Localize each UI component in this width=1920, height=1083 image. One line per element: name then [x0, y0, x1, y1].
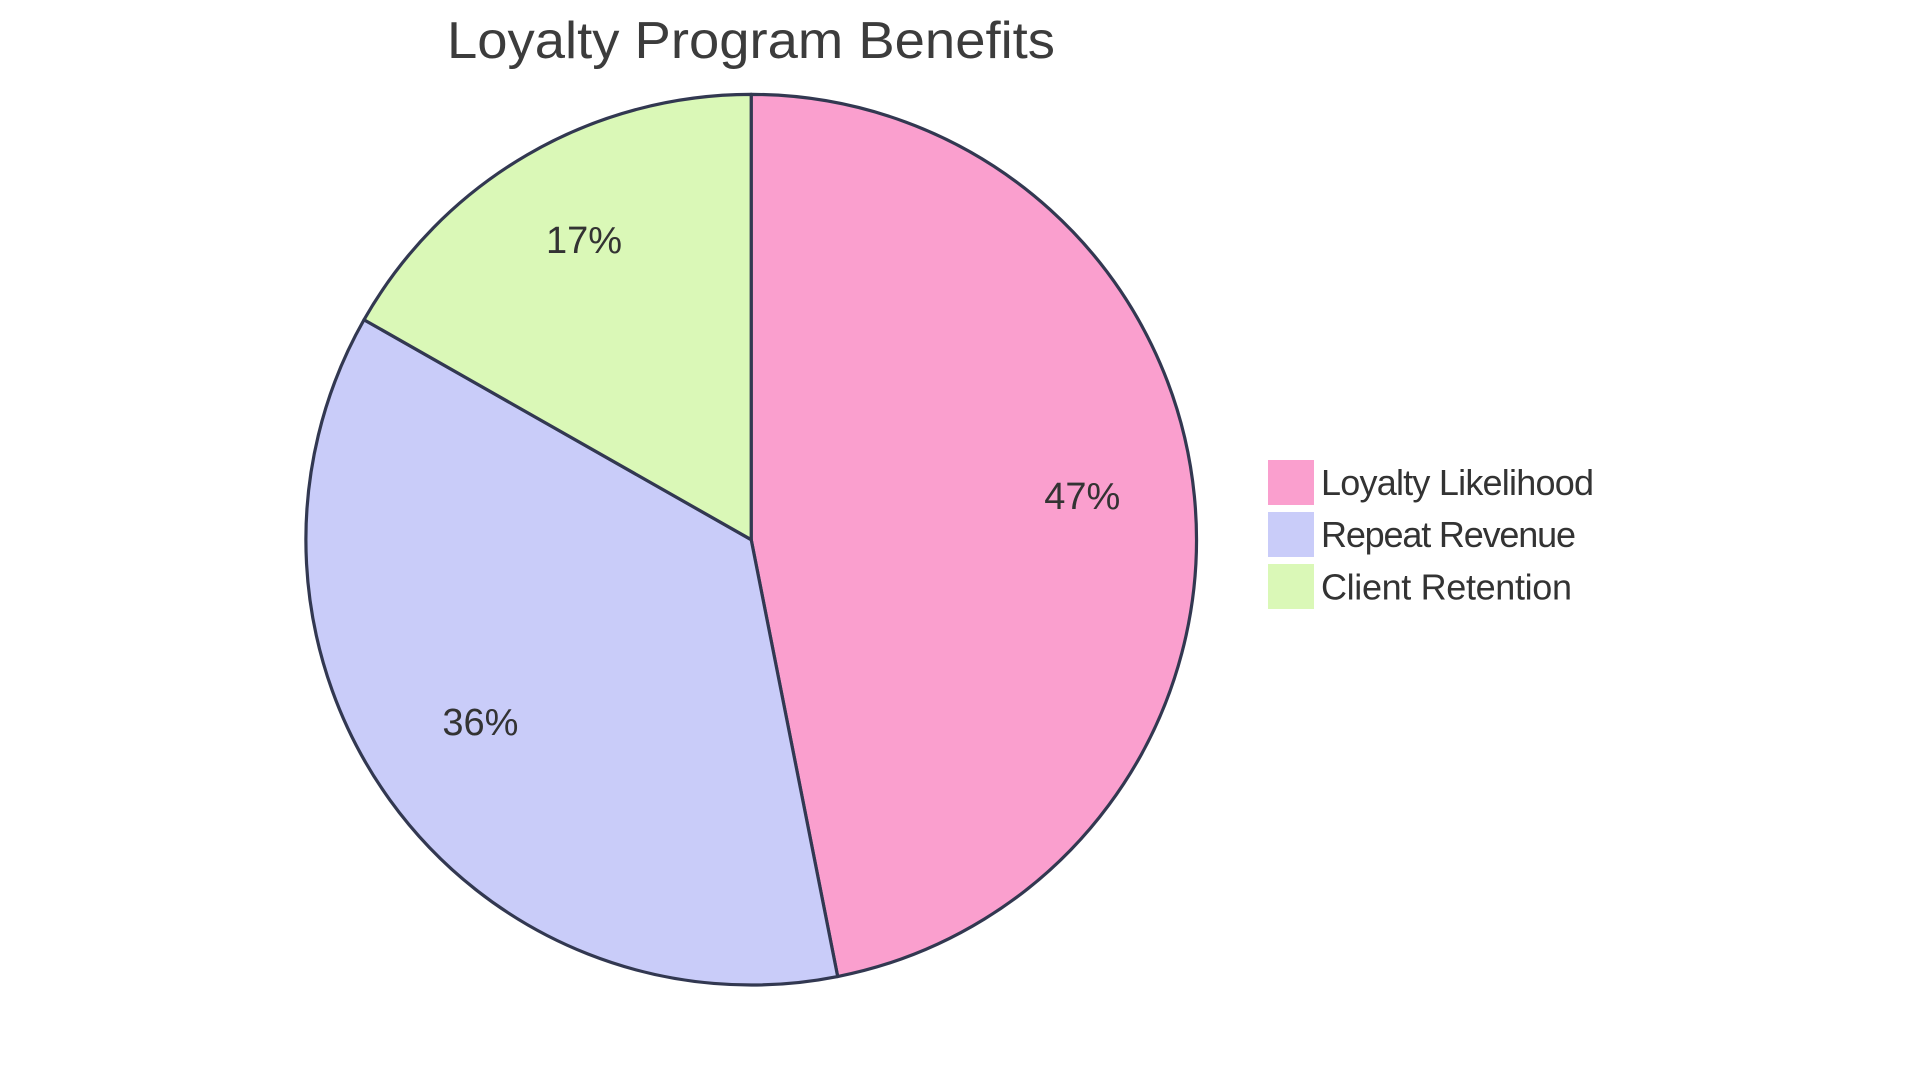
svg-text:Repeat Revenue: Repeat Revenue — [1321, 514, 1576, 555]
svg-text:Loyalty Likelihood: Loyalty Likelihood — [1321, 462, 1594, 503]
svg-text:Client Retention: Client Retention — [1321, 566, 1572, 607]
svg-text:47%: 47% — [1044, 476, 1120, 518]
svg-text:Loyalty Program Benefits: Loyalty Program Benefits — [447, 12, 1055, 70]
svg-text:17%: 17% — [546, 220, 622, 262]
svg-text:36%: 36% — [442, 702, 518, 744]
